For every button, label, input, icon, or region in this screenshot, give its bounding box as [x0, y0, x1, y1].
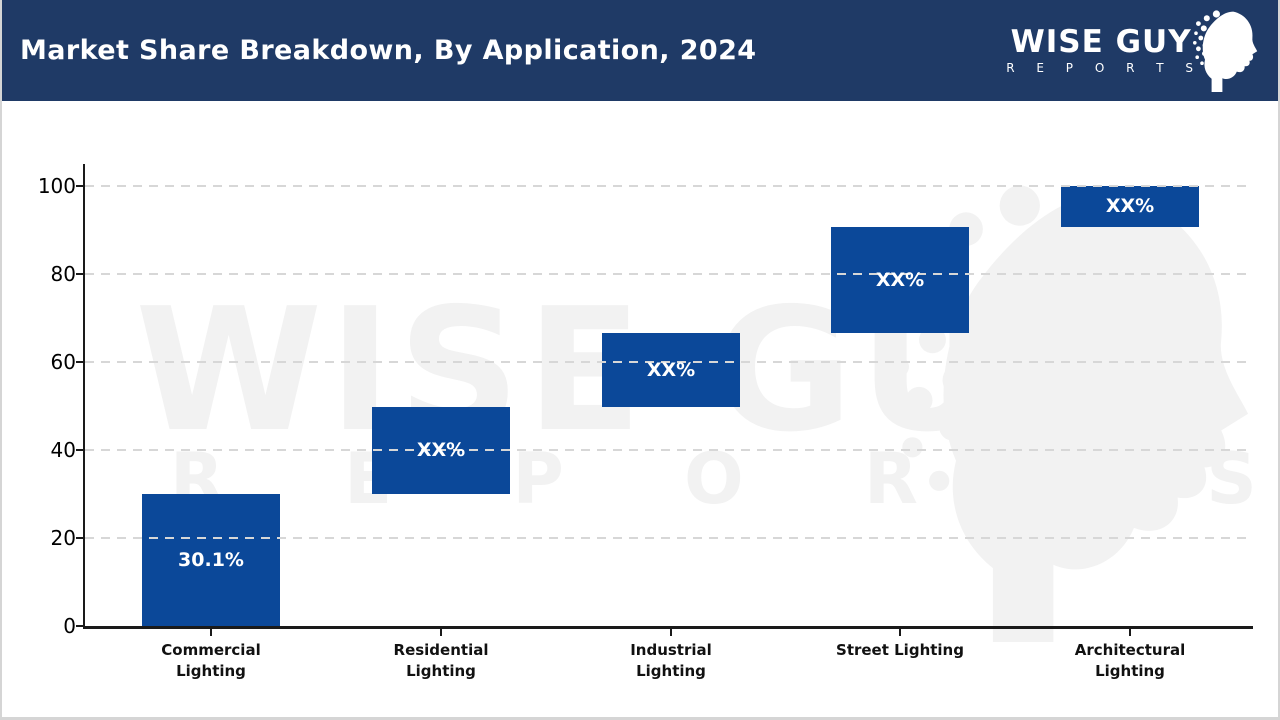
- y-axis-tick-mark: [76, 625, 84, 627]
- x-axis-tick-mark-architectural-lighting: [1129, 629, 1131, 636]
- y-axis-tick-label: 40: [50, 438, 76, 462]
- x-axis-category-label-line: Lighting: [1095, 662, 1165, 680]
- bar-value-label-industrial-lighting: XX%: [646, 358, 696, 381]
- x-axis-tick-mark-street-lighting: [899, 629, 901, 636]
- wiseguy-logo: WISE GUY R E P O R T S: [1000, 10, 1262, 92]
- x-axis-category-label-line: Lighting: [176, 662, 246, 680]
- y-axis-tick-label: 80: [50, 262, 76, 286]
- x-axis-category-label-line: Architectural: [1074, 641, 1186, 659]
- y-axis-tick-mark: [76, 537, 84, 539]
- x-axis-category-label-industrial-lighting: Industrial Lighting: [561, 640, 781, 682]
- gridline-80: [85, 273, 1253, 275]
- bar-architectural-lighting: [1061, 186, 1199, 227]
- bar-value-label-street-lighting: XX%: [875, 268, 925, 291]
- x-axis-tick-mark-residential-lighting: [440, 629, 442, 636]
- x-axis-category-label-line: Street Lighting: [836, 641, 964, 659]
- y-axis-tick-mark: [76, 361, 84, 363]
- x-axis-tick-mark-commercial-lighting: [210, 629, 212, 636]
- bar-value-label-architectural-lighting: XX%: [1105, 195, 1155, 218]
- x-axis-category-label-line: Lighting: [636, 662, 706, 680]
- logo-face-icon: [1190, 8, 1262, 92]
- bar-value-label-commercial-lighting: 30.1%: [178, 548, 244, 571]
- y-axis-tick-label: 100: [37, 174, 76, 198]
- logo-wordmark-line2: R E P O R T S: [1006, 61, 1202, 76]
- x-axis-category-label-line: Lighting: [406, 662, 476, 680]
- bar-street-lighting: [831, 226, 969, 333]
- x-axis-category-label-architectural-lighting: Architectural Lighting: [1020, 640, 1240, 682]
- logo-wordmark: WISE GUY R E P O R T S: [1000, 26, 1202, 76]
- y-axis-tick-mark: [76, 273, 84, 275]
- page-title: Market Share Breakdown, By Application, …: [20, 35, 757, 66]
- bar-commercial-lighting: [142, 493, 280, 626]
- y-axis-tick-label: 20: [50, 526, 76, 550]
- y-axis-tick-label: 60: [50, 350, 76, 374]
- x-axis-category-label-line: Industrial: [630, 641, 712, 659]
- gridline-40: [85, 449, 1253, 451]
- gridline-100: [85, 185, 1253, 187]
- logo-wordmark-line1: WISE GUY: [1010, 23, 1192, 60]
- y-axis-tick-mark: [76, 185, 84, 187]
- x-axis-category-label-street-lighting: Street Lighting: [790, 640, 1010, 661]
- x-axis-category-label-commercial-lighting: Commercial Lighting: [101, 640, 321, 682]
- y-axis-tick-mark: [76, 449, 84, 451]
- gridline-60: [85, 361, 1253, 363]
- gridline-20: [85, 537, 1253, 539]
- header-bar: Market Share Breakdown, By Application, …: [0, 0, 1280, 101]
- x-axis-category-label-line: Commercial: [161, 641, 261, 659]
- y-axis-spine: [83, 164, 85, 629]
- y-axis-tick-label: 0: [63, 614, 76, 638]
- x-axis-category-label-line: Residential: [393, 641, 489, 659]
- x-axis-category-label-residential-lighting: Residential Lighting: [331, 640, 551, 682]
- x-axis-tick-mark-industrial-lighting: [670, 629, 672, 636]
- bar-value-label-residential-lighting: XX%: [416, 439, 466, 462]
- bar-industrial-lighting: [602, 332, 740, 407]
- x-axis-spine: [83, 626, 1253, 629]
